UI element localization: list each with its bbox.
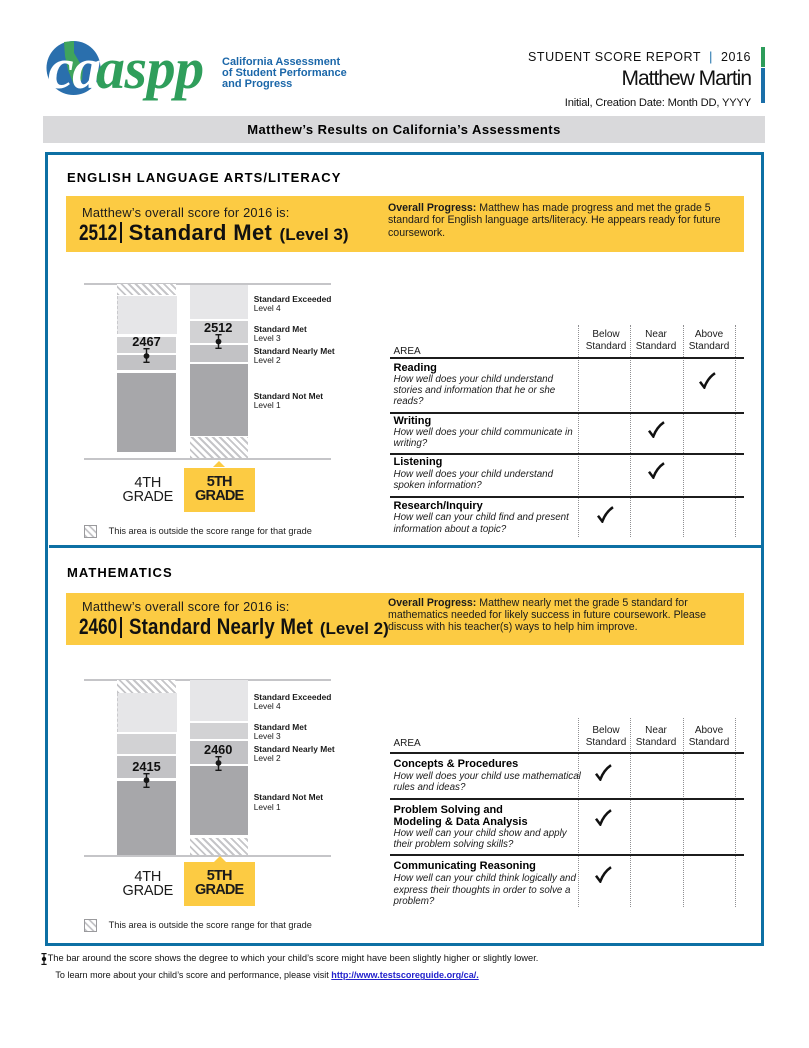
svg-text:aspp: aspp — [96, 36, 204, 101]
svg-text:ca: ca — [48, 36, 100, 101]
